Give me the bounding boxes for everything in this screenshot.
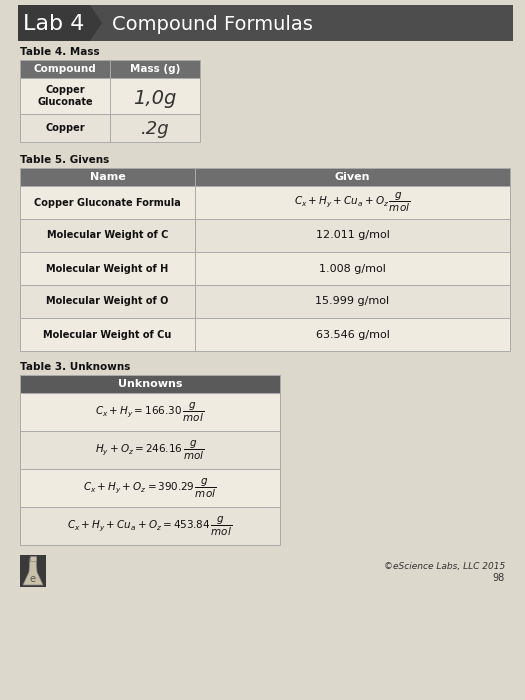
Bar [110,114,200,142]
Text: Copper: Copper [45,123,85,133]
Bar [20,252,195,285]
Bar [20,186,195,219]
Text: Table 4. Mass: Table 4. Mass [20,47,100,57]
Bar [195,219,510,252]
Bar [195,318,510,351]
Text: 1.008 g/mol: 1.008 g/mol [319,263,386,274]
Text: Lab 4: Lab 4 [23,14,85,34]
Text: $C_x + H_y + Cu_a + O_z = 453.84\,\dfrac{g}{mol}$: $C_x + H_y + Cu_a + O_z = 453.84\,\dfrac… [67,514,233,538]
Text: 12.011 g/mol: 12.011 g/mol [316,230,390,241]
Text: 63.546 g/mol: 63.546 g/mol [316,330,390,340]
Text: Table 3. Unknowns: Table 3. Unknowns [20,362,130,372]
Text: .2g: .2g [141,120,169,138]
Text: 1,0g: 1,0g [133,88,177,108]
Bar [20,469,280,507]
Bar [20,431,280,469]
Bar [20,318,195,351]
Bar [20,393,280,431]
Text: e: e [30,574,36,584]
Bar [30,556,36,561]
Text: $H_y + O_z = 246.16\,\dfrac{g}{mol}$: $H_y + O_z = 246.16\,\dfrac{g}{mol}$ [95,438,205,461]
Text: Copper Gluconate Formula: Copper Gluconate Formula [34,197,181,207]
Text: $C_x + H_y = 166.30\,\dfrac{g}{mol}$: $C_x + H_y = 166.30\,\dfrac{g}{mol}$ [96,400,205,424]
Bar [110,60,200,78]
Bar [195,186,510,219]
Bar [110,78,200,114]
Text: Unknowns: Unknowns [118,379,182,389]
Text: ©eScience Labs, LLC 2015: ©eScience Labs, LLC 2015 [384,563,505,571]
Bar [195,252,510,285]
Bar [20,375,280,393]
Text: 98: 98 [493,573,505,583]
Bar [20,219,195,252]
Bar [20,114,110,142]
Text: Molecular Weight of H: Molecular Weight of H [46,263,169,274]
Bar [20,285,195,318]
Text: Mass (g): Mass (g) [130,64,180,74]
Polygon shape [18,5,102,41]
Bar [195,285,510,318]
Text: Molecular Weight of C: Molecular Weight of C [47,230,168,241]
Text: Given: Given [335,172,370,182]
Bar [20,78,110,114]
Bar [20,507,280,545]
Text: 15.999 g/mol: 15.999 g/mol [316,297,390,307]
Bar [20,168,195,186]
Text: Compound: Compound [34,64,97,74]
Bar [20,60,110,78]
Polygon shape [23,558,43,585]
Text: Compound Formulas: Compound Formulas [112,15,313,34]
Bar [195,168,510,186]
Bar [18,5,513,41]
Text: Table 5. Givens: Table 5. Givens [20,155,109,165]
Text: Copper
Gluconate: Copper Gluconate [37,85,93,107]
Text: Molecular Weight of O: Molecular Weight of O [46,297,169,307]
Text: Molecular Weight of Cu: Molecular Weight of Cu [43,330,172,340]
Bar [20,555,46,587]
Text: Name: Name [90,172,125,182]
Text: $C_x + H_y + Cu_a + O_z\,\dfrac{g}{mol}$: $C_x + H_y + Cu_a + O_z\,\dfrac{g}{mol}$ [295,191,411,214]
Text: $C_x + H_y + O_z = 390.29\,\dfrac{g}{mol}$: $C_x + H_y + O_z = 390.29\,\dfrac{g}{mol… [83,477,217,500]
